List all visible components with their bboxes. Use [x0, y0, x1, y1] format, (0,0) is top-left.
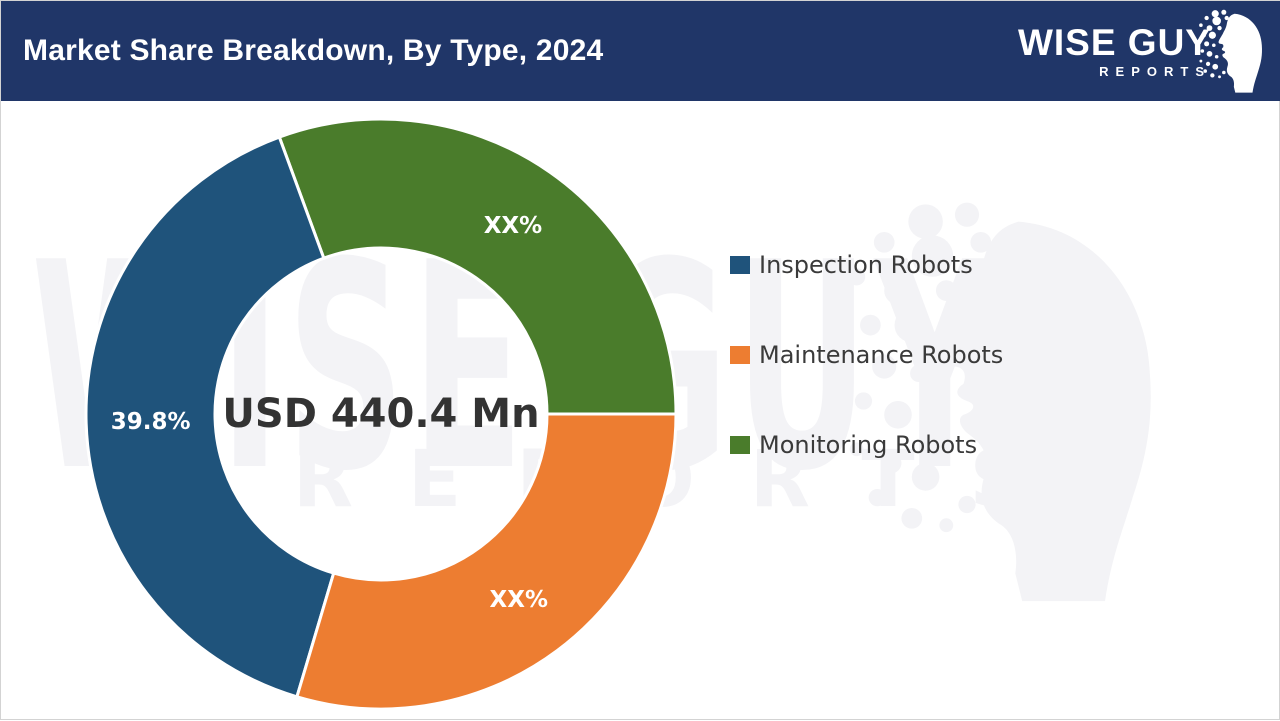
legend-swatch-icon: [730, 256, 750, 274]
chart-legend: Inspection Robots Maintenance Robots Mon…: [730, 251, 1003, 521]
brand-logo-wiseguy: WISE GUY: [1017, 22, 1211, 63]
legend-item-maintenance-robots: Maintenance Robots: [730, 341, 1003, 369]
donut-slices: [84, 117, 678, 711]
legend-item-label: Monitoring Robots: [759, 431, 978, 459]
brand-logo: WISE GUY REPORTS: [1018, 1, 1267, 101]
header-bar: Market Share Breakdown, By Type, 2024 WI…: [1, 1, 1280, 101]
slice-label: XX%: [484, 213, 543, 239]
brand-face-icon: [1196, 9, 1262, 93]
legend-item-label: Inspection Robots: [759, 251, 973, 279]
legend-item-inspection-robots: Inspection Robots: [730, 251, 1003, 279]
legend-item-monitoring-robots: Monitoring Robots: [730, 431, 1003, 459]
donut-slice-inspection-robots: [84, 135, 336, 699]
slice-label: XX%: [490, 587, 549, 613]
brand-logo-text: WISE GUY REPORTS: [1018, 24, 1211, 78]
donut-slice-maintenance-robots: [295, 412, 678, 711]
brand-logo-reports: REPORTS: [1099, 64, 1211, 79]
legend-swatch-icon: [730, 436, 750, 454]
slice-label: 39.8%: [111, 409, 191, 435]
legend-item-label: Maintenance Robots: [759, 341, 1004, 369]
donut-slice-labels: XX% 39.8% XX%: [111, 213, 548, 613]
page-title: Market Share Breakdown, By Type, 2024: [23, 34, 604, 67]
donut-slice-monitoring-robots: [277, 117, 678, 416]
donut-center-value: USD 440.4 Mn: [222, 391, 540, 437]
legend-swatch-icon: [730, 346, 750, 364]
